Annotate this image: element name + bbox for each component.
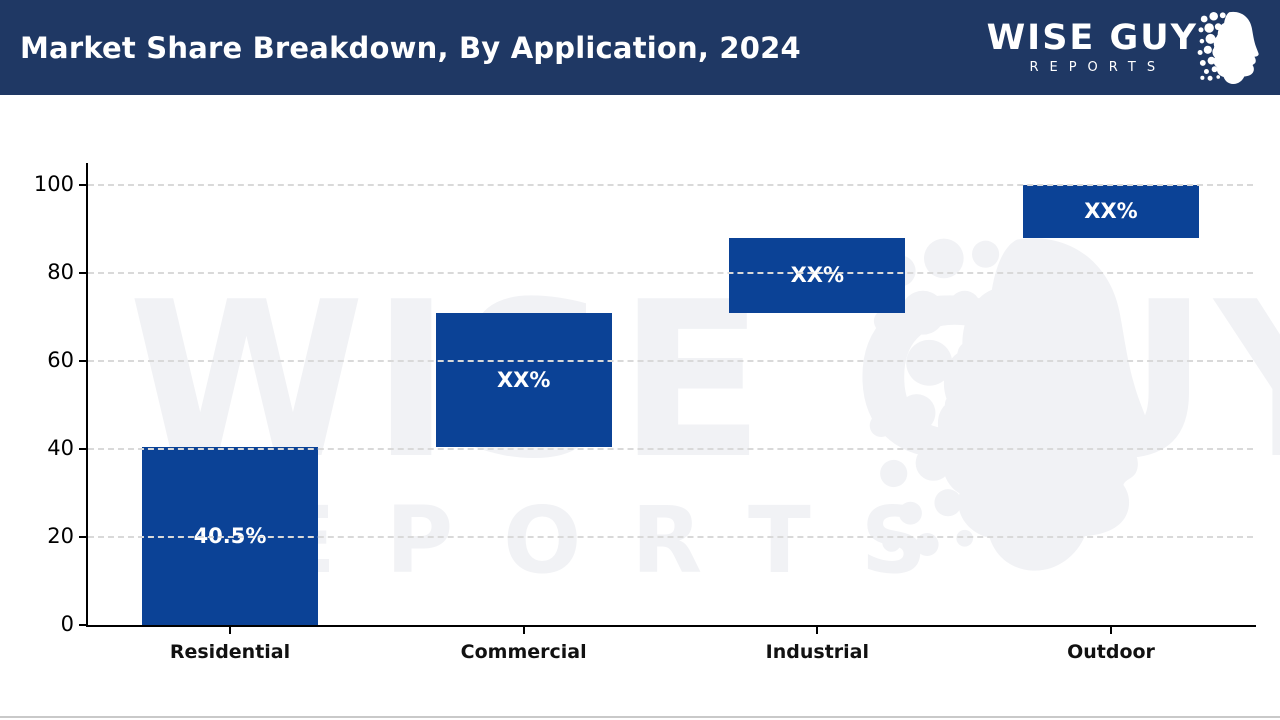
header-bar: Market Share Breakdown, By Application, …: [0, 0, 1280, 95]
gridline: [88, 272, 1253, 274]
bar-value-label: 40.5%: [193, 523, 267, 548]
logo-line2: REPORTS: [1029, 59, 1167, 75]
bar-commercial: XX%: [435, 312, 612, 447]
bar-residential: 40.5%: [142, 446, 318, 625]
gridline: [88, 536, 1253, 538]
y-tick: [79, 360, 86, 362]
gridline: [88, 448, 1253, 450]
y-tick-label: 60: [47, 348, 74, 372]
y-tick: [79, 272, 86, 274]
x-axis-spine: [86, 625, 1256, 627]
y-tick-label: 20: [47, 524, 74, 548]
y-tick-label: 0: [60, 612, 74, 636]
bar-outdoor: XX%: [1023, 185, 1199, 238]
bar-value-label: XX%: [496, 367, 551, 392]
y-tick-label: 80: [47, 260, 74, 284]
x-tick: [229, 627, 231, 634]
bar-industrial: XX%: [729, 237, 906, 313]
bar-value-label: XX%: [1084, 199, 1138, 224]
watermark-head-profile-icon: [869, 238, 1152, 571]
gridline: [88, 360, 1253, 362]
y-tick: [79, 184, 86, 186]
bar-value-label: XX%: [790, 263, 845, 288]
logo-wordmark: WISE GUY REPORTS: [986, 17, 1198, 75]
x-tick-label: Outdoor: [1067, 641, 1155, 663]
x-tick-label: Industrial: [765, 641, 869, 663]
y-tick-label: 100: [33, 172, 74, 196]
x-tick: [816, 627, 819, 634]
x-tick: [1110, 627, 1112, 634]
y-tick-label: 40: [47, 436, 74, 460]
y-tick: [79, 536, 86, 538]
x-tick-label: Commercial: [460, 641, 587, 663]
y-tick: [79, 624, 86, 626]
gridline: [88, 184, 1253, 186]
y-tick: [79, 448, 86, 450]
page-title: Market Share Breakdown, By Application, …: [20, 30, 801, 65]
logo-line1: WISE GUY: [986, 17, 1198, 58]
wise-guy-reports-logo: WISE GUY REPORTS: [987, 0, 1264, 95]
page-bottom-divider: [0, 716, 1280, 718]
chart-area: WISE GUY REPORTS 0 20 40 60 80 100 40.5% Reside…: [0, 95, 1280, 720]
x-tick-label: Residential: [169, 641, 291, 663]
x-tick: [522, 627, 525, 634]
head-profile-icon: [1197, 11, 1259, 84]
y-axis-spine: [86, 163, 88, 627]
